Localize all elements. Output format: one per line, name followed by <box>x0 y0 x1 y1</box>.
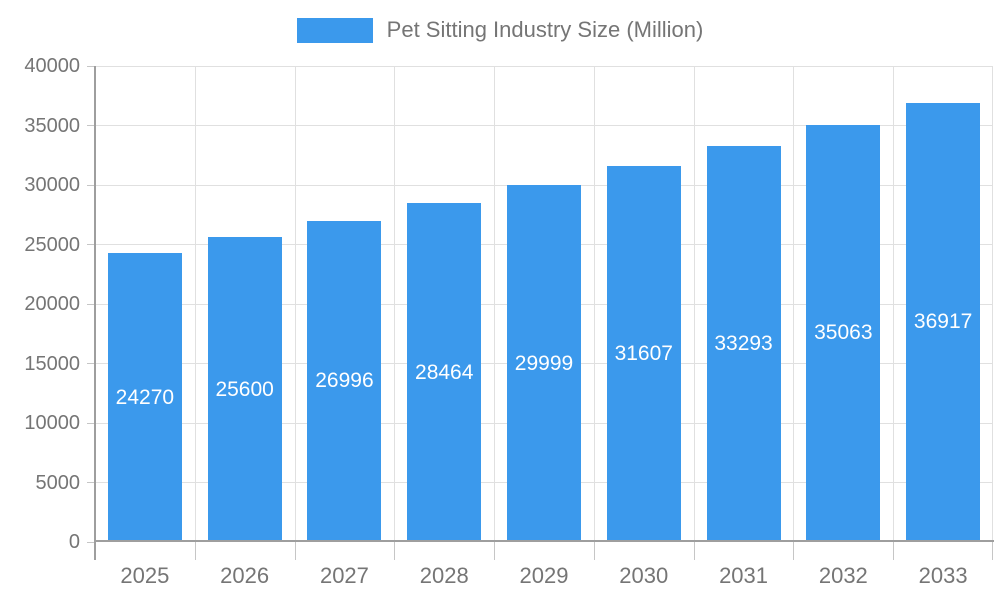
bar-value-label: 31607 <box>614 341 673 365</box>
x-tick-label: 2025 <box>120 563 170 588</box>
x-axis-tick <box>195 542 196 560</box>
y-tick-label: 0 <box>68 531 80 553</box>
x-axis-tick <box>494 542 495 560</box>
x-axis-line <box>94 540 994 542</box>
x-tick-label: 2031 <box>719 563 769 588</box>
y-axis-tick <box>87 541 95 543</box>
bar-2030[interactable] <box>606 165 681 542</box>
bar-2027[interactable] <box>307 220 382 542</box>
x-axis-tick <box>295 542 296 560</box>
v-gridline <box>694 66 695 542</box>
x-tick-label: 2033 <box>918 563 968 588</box>
v-gridline <box>793 66 794 542</box>
y-axis-tick <box>87 184 95 186</box>
legend-swatch <box>296 17 373 43</box>
bar-value-label: 36917 <box>913 310 973 334</box>
y-axis-tick <box>87 65 95 67</box>
y-tick-label: 40000 <box>24 55 80 77</box>
v-gridline <box>893 66 894 542</box>
y-axis-tick <box>87 303 95 305</box>
bar-value-label: 24270 <box>115 385 175 409</box>
legend-label: Pet Sitting Industry Size (Million) <box>386 17 704 42</box>
bar-2031[interactable] <box>706 145 781 542</box>
bar-2028[interactable] <box>407 203 482 542</box>
y-tick-label: 10000 <box>24 412 80 434</box>
y-axis-line <box>94 66 96 560</box>
x-tick-label: 2030 <box>619 563 669 588</box>
y-tick-label: 35000 <box>24 114 80 137</box>
x-axis-tick <box>793 542 794 560</box>
bar-value-label: 33293 <box>714 331 773 355</box>
y-axis-tick <box>87 422 95 424</box>
bar-value-label: 29999 <box>514 351 574 375</box>
x-tick-label: 2029 <box>519 563 569 588</box>
bar-value-label: 26996 <box>315 369 374 393</box>
y-tick-label: 20000 <box>24 293 80 315</box>
bar-2029[interactable] <box>507 185 581 542</box>
y-tick-label: 15000 <box>24 352 80 375</box>
bar-value-label: 25600 <box>215 377 274 401</box>
y-axis-tick <box>87 363 95 364</box>
x-tick-label: 2028 <box>419 563 469 588</box>
bar-value-label: 35063 <box>814 321 873 345</box>
x-tick-label: 2032 <box>818 563 868 588</box>
x-axis-tick <box>694 542 695 560</box>
y-tick-label: 30000 <box>24 174 80 196</box>
chart-legend: Pet Sitting Industry Size (Million) <box>0 16 1000 44</box>
y-axis-tick <box>87 125 95 126</box>
x-tick-label: 2026 <box>220 563 270 588</box>
y-axis-tick <box>87 482 95 483</box>
v-gridline <box>394 66 395 542</box>
y-tick-label: 5000 <box>35 471 81 494</box>
x-tick-label: 2027 <box>319 563 369 588</box>
y-tick-label: 25000 <box>24 233 80 256</box>
v-gridline <box>992 66 993 542</box>
x-axis-tick <box>594 542 595 560</box>
x-axis-tick <box>893 542 894 560</box>
bar-2032[interactable] <box>806 124 881 542</box>
bar-2025[interactable] <box>107 253 182 542</box>
v-gridline <box>195 66 196 542</box>
y-axis-tick <box>87 244 95 245</box>
v-gridline <box>594 66 595 542</box>
bar-2026[interactable] <box>207 237 282 542</box>
x-axis-tick <box>394 542 395 560</box>
v-gridline <box>295 66 296 542</box>
x-axis-tick <box>992 542 993 560</box>
bar-value-label: 28464 <box>415 360 474 384</box>
plot-area: 0 5000 10000 15000 20000 25000 30000 35000 40000… <box>24 55 994 588</box>
h-gridline <box>95 125 993 126</box>
h-gridline <box>95 65 993 67</box>
v-gridline <box>494 66 495 542</box>
bar-2033[interactable] <box>906 102 981 542</box>
